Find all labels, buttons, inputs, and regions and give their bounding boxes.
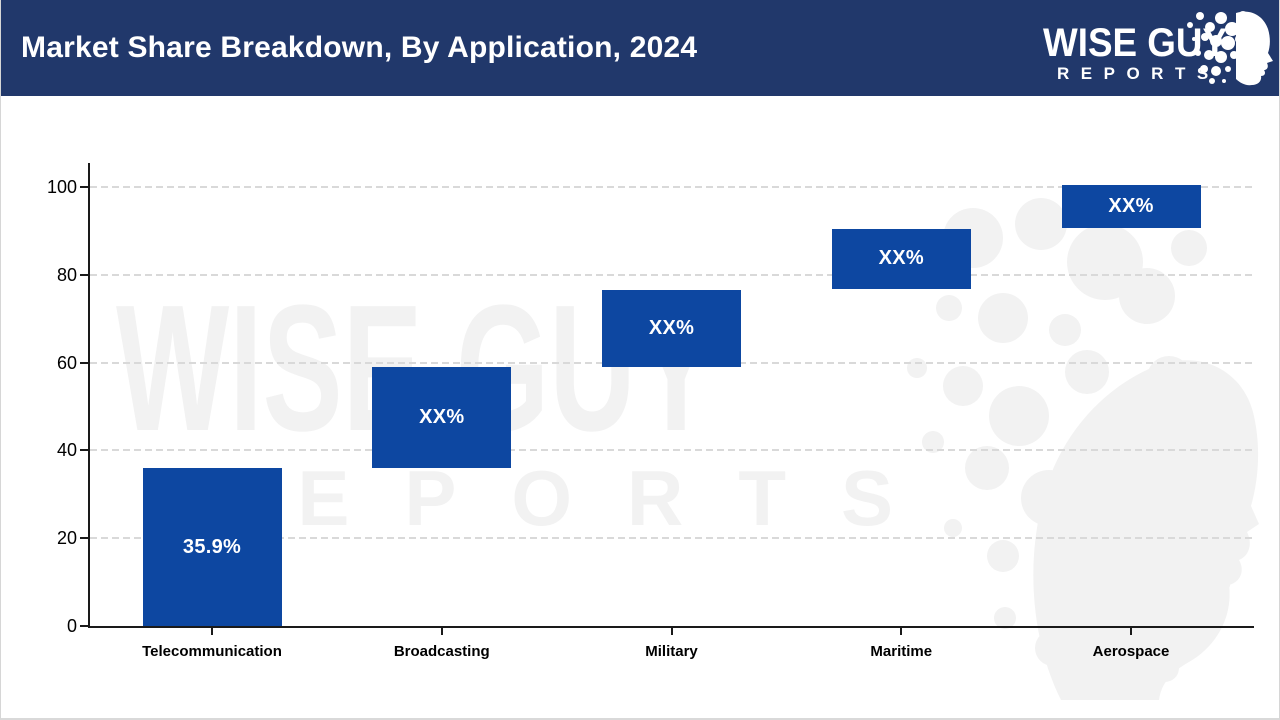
x-axis-tick [211,628,213,635]
x-axis-label-maritime: Maritime [870,643,933,660]
x-axis-label-broadcasting: Broadcasting [393,643,490,660]
y-axis-tick-label: 80 [56,264,77,285]
bar-value-label-aerospace: XX% [1108,195,1154,218]
x-axis-label-aerospace: Aerospace [1092,643,1170,660]
logo-line1: WISE GUY [1043,21,1227,65]
x-axis-tick [440,628,443,635]
y-axis-tick-label: 0 [66,616,77,636]
y-axis-tick-label: 60 [56,352,77,373]
bar-value-label-maritime: XX% [878,247,924,270]
y-axis-tick-label: 20 [56,528,77,549]
bar-value-label-military: XX% [648,316,695,339]
x-axis-line [88,626,1254,628]
y-axis-tick [80,625,88,627]
y-axis-tick [80,273,88,276]
header: Market Share Breakdown, By Application, … [1,0,1279,96]
page-title: Market Share Breakdown, By Application, … [21,31,698,64]
y-axis-tick [80,186,88,188]
y-axis-tick-label: 100 [46,177,77,197]
y-axis-line [88,163,90,628]
bar-maritime: XX% [831,229,971,289]
bar-broadcasting: XX% [372,366,512,469]
gridline-100 [90,186,1254,188]
watermark-line2: REPORTS [186,454,948,542]
gridline-80 [90,273,1254,276]
gridline-40 [90,449,1254,452]
bar-value-label-broadcasting: XX% [419,406,465,429]
logo-face-profile [1236,11,1273,86]
y-axis-tick [80,361,88,364]
x-axis-label-telecommunication: Telecommunication [142,643,282,660]
bar-military: XX% [602,289,741,367]
y-axis-tick [80,537,88,540]
y-axis-tick-label: 40 [56,440,77,461]
bar-telecommunication: 35.9% [142,468,282,626]
x-axis-tick [900,628,903,635]
x-axis-label-military: Military [645,643,698,660]
wise-guy-logo: WISE GUY REPORTS [1043,11,1273,86]
gridline-20 [90,537,1254,540]
x-axis-tick [1130,628,1132,635]
bar-aerospace: XX% [1061,185,1201,229]
logo-line2: REPORTS [1057,64,1220,83]
x-axis-tick [670,628,673,635]
y-axis-tick [80,449,88,452]
bar-value-label-telecommunication: 35.9% [182,535,242,558]
watermark-face-profile [1033,360,1259,700]
